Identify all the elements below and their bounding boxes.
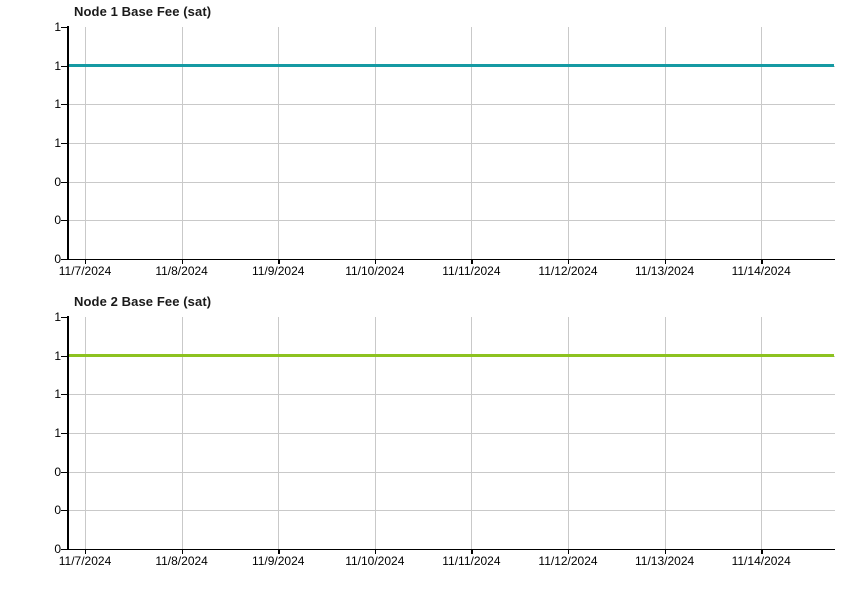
x-axis-tick: [568, 549, 570, 554]
plot-area-node-1: [68, 27, 835, 260]
chart-panel-node-2: Node 2 Base Fee (sat) 1 1 1 1 0 0 0 11/7/2024 1…: [0, 290, 860, 580]
gridline-vertical: [374, 317, 376, 549]
gridline-horizontal: [68, 104, 835, 105]
y-axis-tick: [61, 66, 68, 68]
x-axis-tick: [664, 259, 666, 264]
y-tick-label: 1: [54, 310, 61, 324]
chart-title-node-2: Node 2 Base Fee (sat): [74, 294, 212, 309]
y-axis-tick: [61, 317, 68, 319]
chart-title-node-1: Node 1 Base Fee (sat): [74, 4, 212, 19]
gridline-vertical: [278, 27, 280, 259]
x-axis-tick: [374, 549, 377, 554]
x-tick-label: 11/13/2024: [635, 264, 695, 278]
x-axis-tick: [278, 549, 280, 554]
gridline-vertical: [85, 317, 86, 549]
x-tick-label: 11/7/2024: [58, 554, 112, 568]
x-axis-tick: [761, 549, 763, 554]
gridline-vertical: [85, 27, 86, 259]
x-axis-tick: [471, 549, 473, 554]
x-tick-label: 11/10/2024: [345, 554, 405, 568]
x-tick-label: 11/7/2024: [58, 264, 112, 278]
y-tick-label: 1: [54, 426, 61, 440]
gridline-vertical: [374, 27, 376, 259]
x-tick-label: 11/10/2024: [345, 264, 405, 278]
y-axis-tick: [61, 27, 68, 29]
x-tick-label: 11/8/2024: [155, 554, 208, 568]
x-tick-label: 11/12/2024: [538, 264, 598, 278]
gridline-horizontal: [68, 220, 835, 221]
x-tick-label: 11/11/2024: [442, 554, 501, 568]
gridline-vertical: [664, 27, 666, 259]
gridline-vertical: [181, 27, 183, 259]
y-axis-tick: [61, 104, 68, 106]
y-tick-label: 0: [54, 542, 61, 556]
y-axis-tick: [61, 472, 68, 474]
plot-area-node-2: [68, 317, 835, 550]
gridline-vertical: [664, 317, 666, 549]
series-line: [68, 354, 834, 358]
x-axis-line-node-1: [67, 258, 835, 261]
gridline-vertical: [568, 27, 569, 259]
gridline-vertical: [181, 317, 183, 549]
x-tick-label: 11/14/2024: [731, 554, 791, 568]
x-axis-tick: [664, 549, 666, 554]
gridline-horizontal: [68, 472, 835, 473]
y-axis-tick: [61, 220, 68, 222]
y-axis-tick: [61, 549, 68, 551]
y-tick-label: 1: [54, 387, 61, 401]
gridline-horizontal: [68, 394, 835, 395]
x-tick-label: 11/13/2024: [635, 554, 695, 568]
gridline-vertical: [278, 317, 280, 549]
gridline-horizontal: [68, 510, 835, 511]
y-tick-label: 0: [54, 175, 61, 189]
x-axis-tick: [278, 259, 280, 264]
x-axis-tick: [181, 549, 183, 554]
x-tick-label: 11/11/2024: [442, 264, 501, 278]
y-axis-tick: [61, 394, 68, 396]
series-line: [68, 64, 834, 68]
gridline-vertical: [471, 27, 473, 259]
x-tick-label: 11/9/2024: [251, 554, 305, 568]
y-axis-tick: [61, 510, 68, 512]
y-tick-label: 0: [54, 252, 61, 266]
gridline-vertical: [568, 317, 569, 549]
y-axis-tick: [61, 182, 68, 184]
x-axis-tick: [471, 259, 473, 264]
y-tick-label: 0: [54, 213, 61, 227]
x-tick-label: 11/9/2024: [251, 264, 305, 278]
x-axis-tick: [181, 259, 183, 264]
gridline-horizontal: [68, 182, 835, 183]
y-tick-label: 1: [54, 136, 61, 150]
gridline-vertical: [761, 27, 763, 259]
x-axis-line-node-2: [67, 548, 835, 551]
gridline-vertical: [761, 317, 763, 549]
x-axis-tick: [85, 549, 87, 554]
gridline-vertical: [471, 317, 473, 549]
gridline-horizontal: [68, 143, 835, 144]
y-tick-label: 0: [54, 503, 61, 517]
chart-panel-node-1: Node 1 Base Fee (sat) 1 1 1 1 0 0 0 11/7/2024 1…: [0, 0, 860, 290]
y-tick-label: 1: [54, 20, 61, 34]
x-tick-label: 11/12/2024: [538, 554, 598, 568]
y-tick-label: 1: [54, 59, 61, 73]
x-tick-label: 11/8/2024: [155, 264, 208, 278]
y-tick-label: 1: [54, 97, 61, 111]
y-tick-label: 0: [54, 465, 61, 479]
y-axis-tick: [61, 356, 68, 358]
y-tick-label: 1: [54, 349, 61, 363]
gridline-horizontal: [68, 433, 835, 434]
x-axis-tick: [568, 259, 570, 264]
x-axis-tick: [374, 259, 377, 264]
y-axis-tick: [61, 143, 68, 145]
y-axis-tick: [61, 259, 68, 261]
y-axis-tick: [61, 433, 68, 435]
x-tick-label: 11/14/2024: [731, 264, 791, 278]
x-axis-tick: [85, 259, 87, 264]
x-axis-tick: [761, 259, 763, 264]
